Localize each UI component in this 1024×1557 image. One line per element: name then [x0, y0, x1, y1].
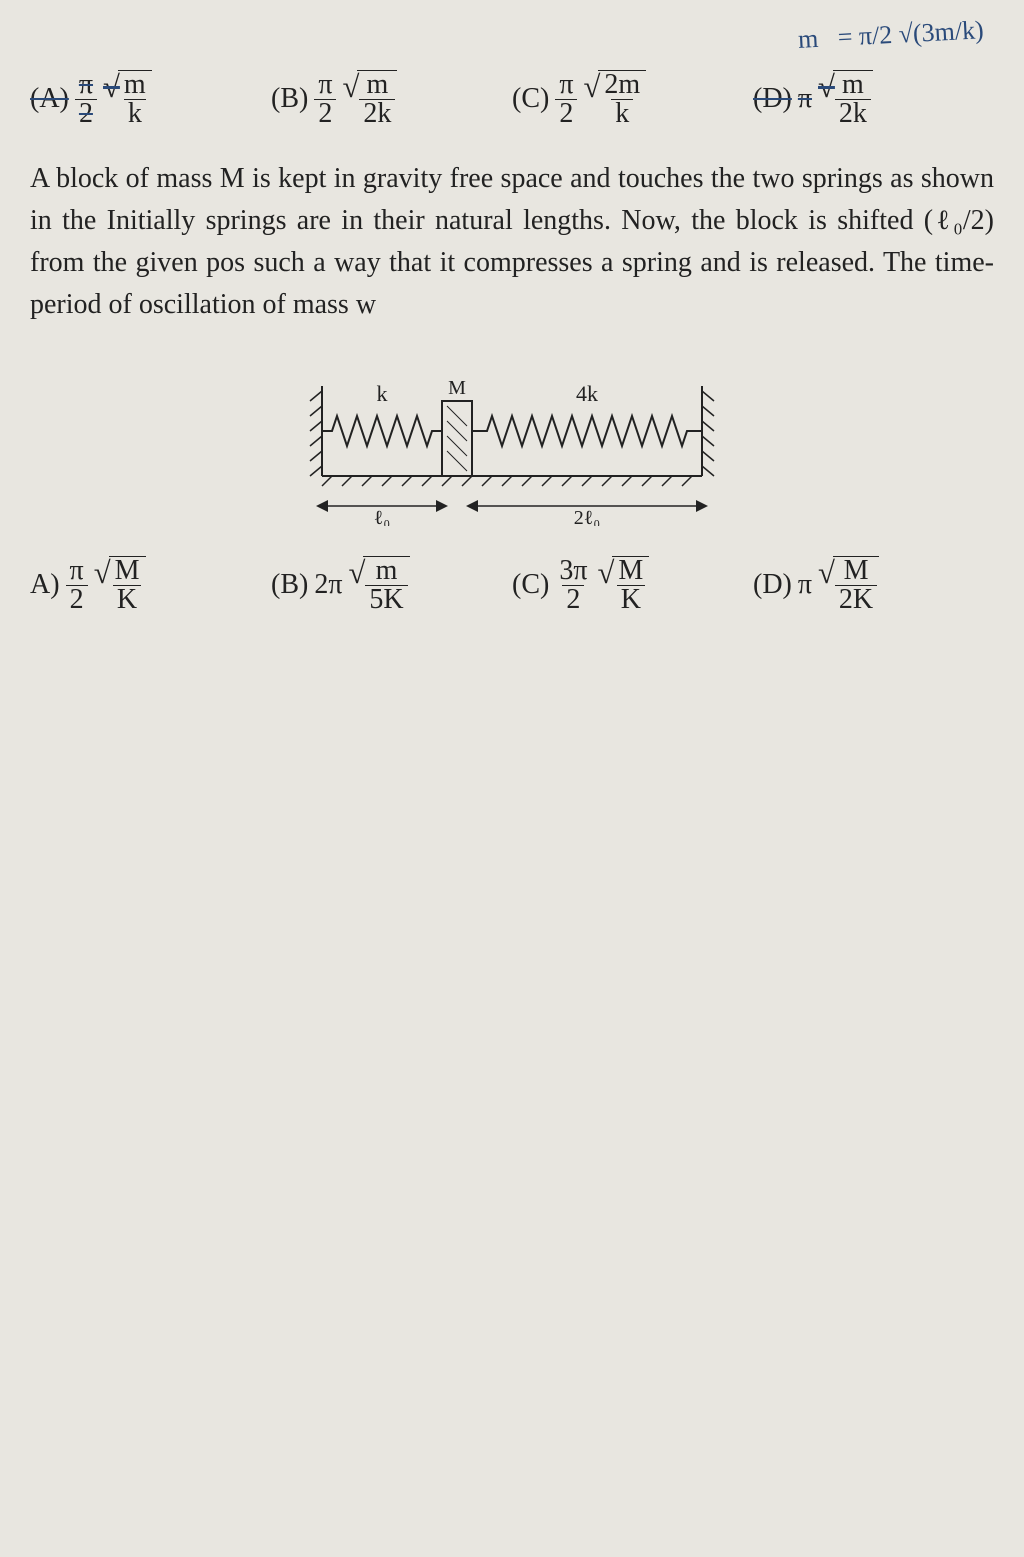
top-option-c: (C) π 2 2m k — [512, 70, 753, 128]
sqrt: 2m k — [583, 70, 646, 128]
coef-frac: π 2 — [66, 557, 88, 614]
top-option-d: (D) π m 2k — [753, 70, 994, 128]
sqrt: M K — [94, 556, 146, 614]
question-text: A block of mass M is kept in gravity fre… — [30, 158, 994, 326]
coef-frac: π 2 — [75, 71, 97, 128]
bottom-option-d: (D) π M 2K — [753, 556, 994, 614]
coef-frac: π 2 — [314, 71, 336, 128]
option-label: A) — [30, 569, 60, 601]
option-label: (D) — [753, 569, 792, 601]
option-label: (A) — [30, 83, 69, 115]
mass-label: M — [448, 377, 466, 399]
handwritten-work: m = π/2 √(3m/k) — [798, 15, 985, 55]
bottom-options-row: A) π 2 M K (B) 2π m 5K (C) — [30, 556, 994, 614]
sqrt: M 2K — [818, 556, 879, 614]
top-option-b: (B) π 2 m 2k — [271, 70, 512, 128]
sqrt: m 2k — [342, 70, 397, 128]
top-options-row: (A) π 2 m k (B) π 2 m 2k — [30, 70, 994, 128]
bottom-option-c: (C) 3π 2 M K — [512, 556, 753, 614]
spring-diagram: k M 4k ℓ₀ 2ℓ₀ — [30, 346, 994, 526]
coef-frac: 3π 2 — [555, 557, 591, 614]
option-label: (B) — [271, 569, 308, 601]
sqrt: m k — [103, 70, 152, 128]
option-label: (D) — [753, 83, 792, 115]
bottom-option-b: (B) 2π m 5K — [271, 556, 512, 614]
right-length: 2ℓ₀ — [574, 507, 601, 526]
option-label: (C) — [512, 83, 549, 115]
left-length: ℓ₀ — [374, 507, 391, 526]
sqrt: m 5K — [348, 556, 409, 614]
sqrt: m 2k — [818, 70, 873, 128]
top-option-a: (A) π 2 m k — [30, 70, 271, 128]
option-label: (C) — [512, 569, 549, 601]
right-spring-label: 4k — [576, 381, 598, 406]
bottom-option-a: A) π 2 M K — [30, 556, 271, 614]
left-spring-label: k — [377, 381, 388, 406]
option-label: (B) — [271, 83, 308, 115]
coef-frac: π 2 — [555, 71, 577, 128]
sqrt: M K — [597, 556, 649, 614]
